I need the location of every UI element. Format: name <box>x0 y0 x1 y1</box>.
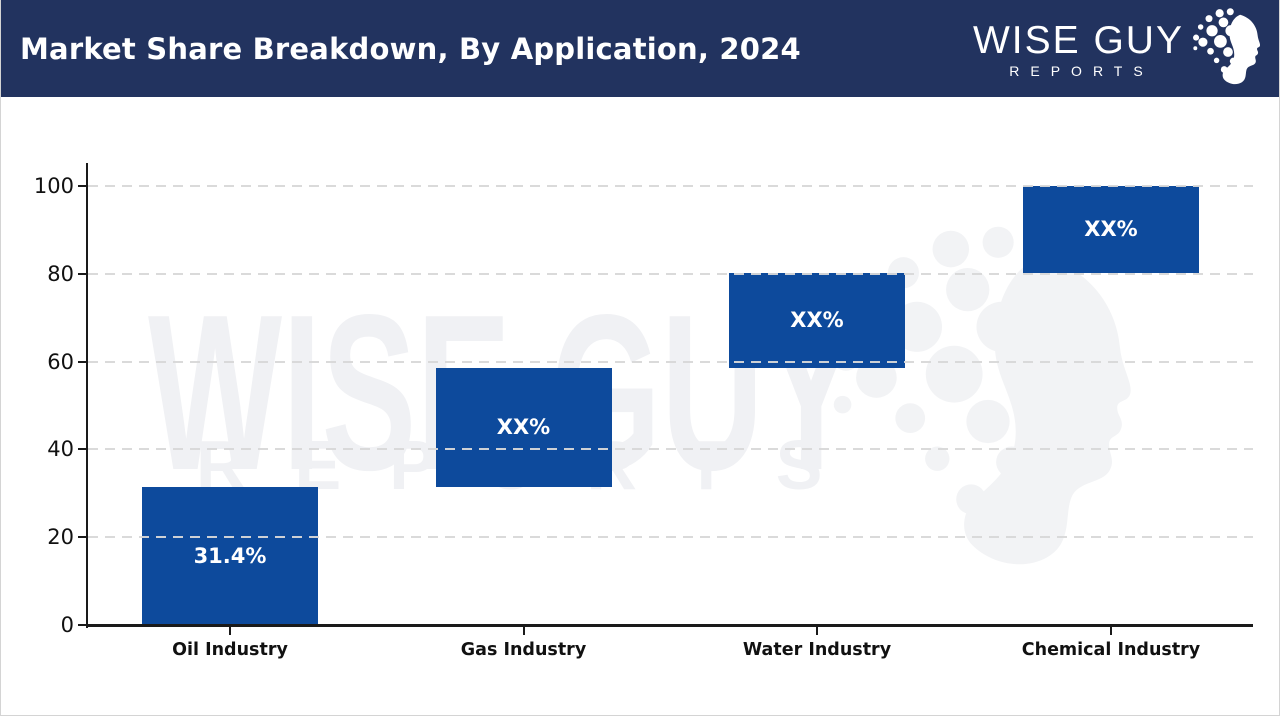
gridline <box>88 360 1253 363</box>
bar <box>729 272 905 368</box>
y-axis-tick-label: 60 <box>47 349 74 374</box>
y-axis-tick-label: 20 <box>47 525 74 550</box>
logo-reports-text: REPORTS <box>1009 62 1154 79</box>
bar <box>435 367 612 488</box>
bar <box>142 487 318 625</box>
x-axis-category-label: Gas Industry <box>460 640 587 660</box>
bar <box>1023 186 1199 273</box>
page-title: Market Share Breakdown, By Application, … <box>20 31 801 66</box>
gridline <box>88 536 1253 539</box>
y-axis-tick <box>78 272 86 275</box>
header-bar: Market Share Breakdown, By Application, … <box>0 0 1280 97</box>
y-axis-line <box>86 163 88 628</box>
y-axis-tick <box>78 185 86 187</box>
bar-value-label: XX% <box>790 308 844 333</box>
x-axis-tick <box>816 627 818 635</box>
gridline <box>88 272 1253 275</box>
y-axis-tick-label: 80 <box>47 261 74 286</box>
brand-logo: WISE GUY REPORTS <box>973 4 1266 94</box>
x-axis-category-label: Chemical Industry <box>1021 640 1201 660</box>
gridline <box>88 448 1253 451</box>
y-axis-tick <box>78 360 86 363</box>
y-axis-tick-label: 100 <box>33 174 74 198</box>
gridline <box>88 185 1253 187</box>
y-axis-tick <box>78 536 86 539</box>
x-axis-tick <box>1110 627 1112 635</box>
x-axis-category-label: Oil Industry <box>172 640 288 660</box>
x-axis-category-label: Water Industry <box>742 640 892 660</box>
bar-value-label: XX% <box>1084 217 1138 242</box>
x-axis-tick <box>229 627 231 635</box>
y-axis-tick <box>78 624 86 626</box>
bar-value-label: 31.4% <box>193 544 267 569</box>
plot-area: 0 20 40 60 80 100 31.4% Oil Industry XX% Gas Indu… <box>0 97 1280 720</box>
logo-head-dots-icon <box>1193 8 1261 85</box>
x-axis-tick <box>522 627 525 635</box>
bar-value-label: XX% <box>496 415 551 440</box>
y-axis-tick-label: 40 <box>47 437 74 462</box>
y-axis-tick <box>78 448 86 451</box>
logo-wise-guy-text: WISE GUY <box>972 18 1184 62</box>
x-axis-line <box>86 624 1253 627</box>
y-axis-tick-label: 0 <box>60 613 74 637</box>
